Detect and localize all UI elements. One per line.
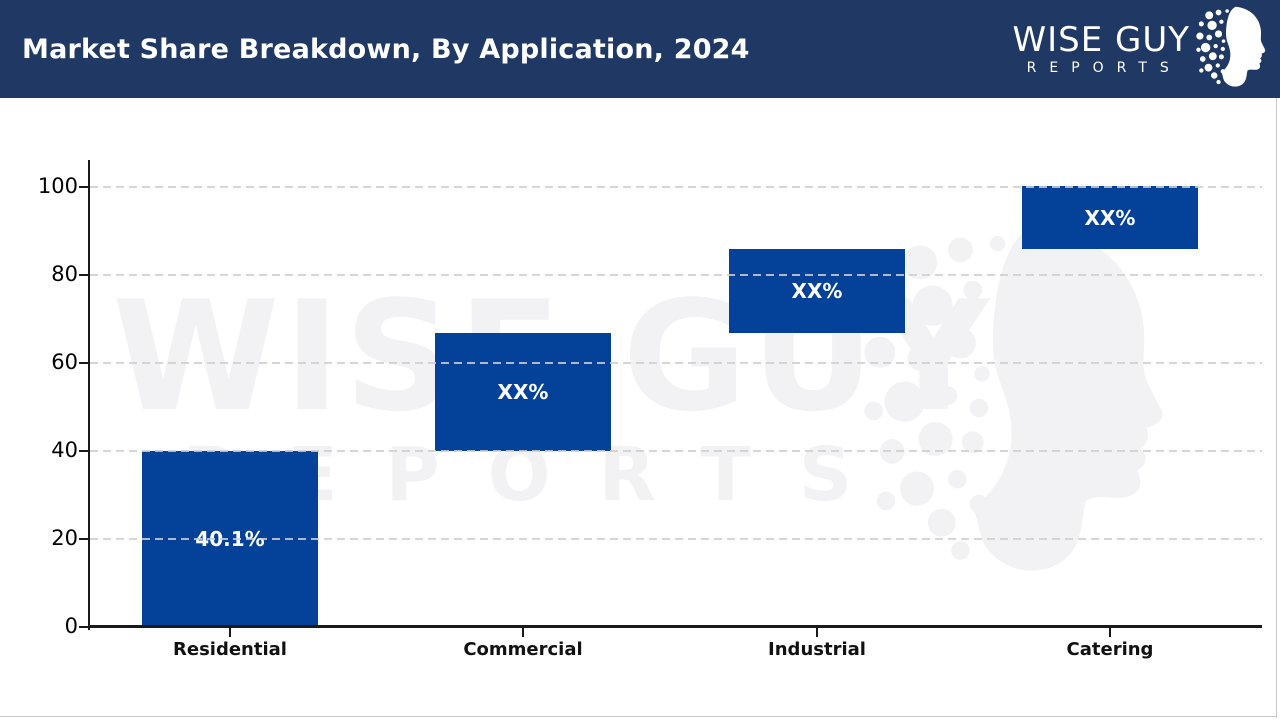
y-tick-mark-100 (79, 186, 88, 188)
y-tick-label-40: 40 (51, 438, 78, 462)
x-tick-mark-residential (229, 628, 231, 637)
gridline-60 (90, 362, 1262, 364)
gridline-20 (90, 538, 1262, 540)
frame-right-border (1276, 98, 1277, 718)
y-tick-label-20: 20 (51, 526, 78, 550)
y-axis-spine (88, 160, 90, 630)
y-tick-label-60: 60 (51, 350, 78, 374)
x-tick-mark-commercial (522, 628, 524, 637)
bar-commercial: XX% (435, 333, 611, 451)
bar-value-label: XX% (1084, 205, 1136, 230)
brand-logo-text: WISE GUY REPORTS (1012, 23, 1190, 76)
y-tick-label-80: 80 (51, 262, 78, 286)
frame-bottom-border (0, 716, 1277, 717)
y-tick-label-100: 100 (37, 174, 78, 198)
x-tick-mark-catering (1109, 628, 1111, 637)
brand-name: WISE GUY (1012, 19, 1190, 60)
x-category-label-catering: Catering (1066, 639, 1154, 660)
page-title: Market Share Breakdown, By Application, … (22, 33, 750, 65)
x-tick-mark-industrial (816, 628, 818, 637)
bar-value-label: XX% (497, 379, 549, 404)
bar-value-label: XX% (791, 279, 843, 304)
y-tick-label-0: 0 (64, 614, 78, 638)
x-category-label-commercial: Commercial (463, 639, 583, 660)
brand-logo: WISE GUY REPORTS (1012, 6, 1280, 92)
y-tick-mark-80 (79, 274, 88, 276)
gridline-40 (90, 450, 1262, 452)
brand-subtitle: REPORTS (1026, 59, 1182, 76)
x-axis-spine (88, 625, 1262, 628)
y-tick-mark-40 (79, 450, 88, 452)
y-tick-mark-20 (79, 538, 88, 540)
brand-head-icon (1196, 6, 1266, 87)
y-tick-mark-0 (79, 626, 88, 628)
y-tick-mark-60 (79, 362, 88, 364)
gridline-80 (90, 274, 1262, 276)
bar-industrial: XX% (729, 249, 905, 334)
gridline-100 (90, 186, 1262, 188)
bar-catering: XX% (1022, 185, 1198, 250)
x-category-label-industrial: Industrial (768, 639, 866, 660)
header-bar: Market Share Breakdown, By Application, … (0, 0, 1280, 98)
x-category-label-residential: Residential (173, 639, 287, 660)
